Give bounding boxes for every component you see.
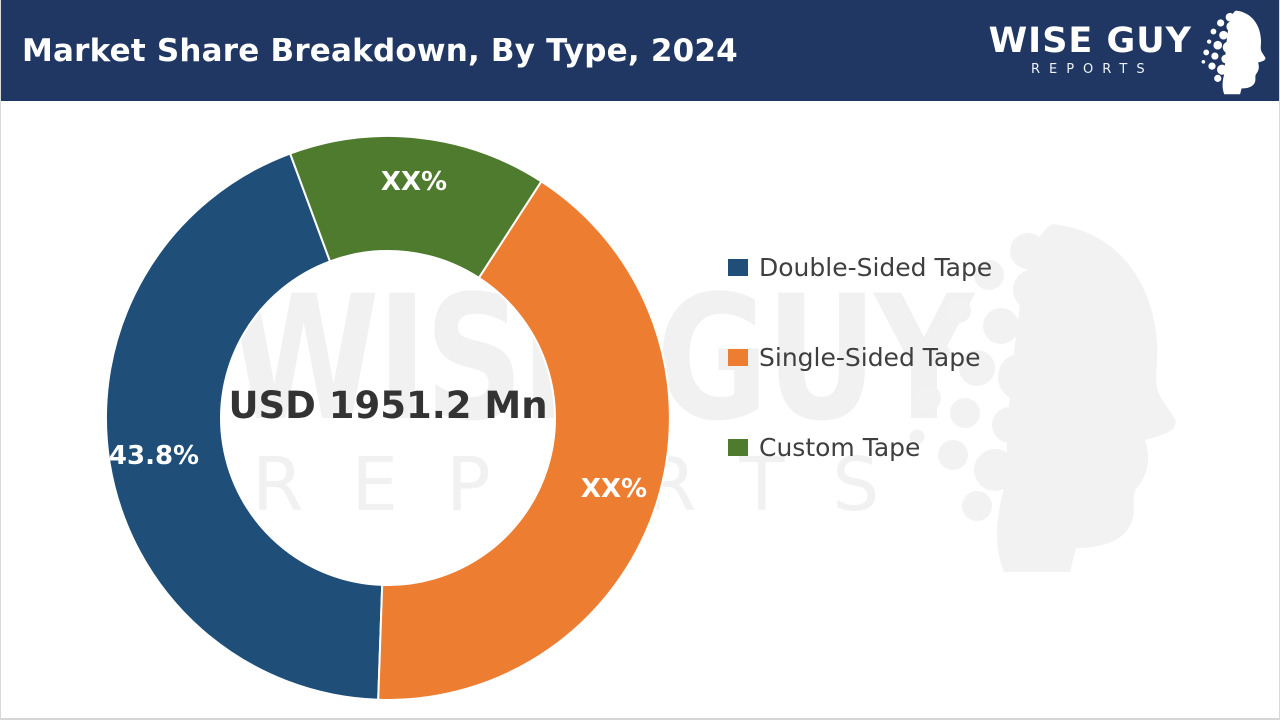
segment-label-custom-tape: XX%	[380, 167, 448, 197]
page-title: Market Share Breakdown, By Type, 2024	[22, 32, 738, 69]
wise-guy-logo: WISE GUY REPORTS	[989, 7, 1266, 95]
donut-center-value: USD 1951.2 Mn	[228, 384, 548, 427]
legend: Double-Sided Tape Single-Sided Tape Cust…	[728, 250, 992, 520]
legend-swatch-custom-tape	[728, 438, 748, 456]
donut-segment-double-sided-tape	[104, 152, 384, 701]
segment-label-double-sided-tape: 43.8%	[108, 441, 200, 471]
legend-item-double-sided-tape: Double-Sided Tape	[728, 250, 992, 284]
segment-label-single-sided-tape: XX%	[580, 474, 648, 504]
legend-swatch-double-sided-tape	[728, 258, 748, 276]
logo-wordmark: WISE GUY	[988, 21, 1192, 61]
legend-swatch-single-sided-tape	[728, 348, 748, 366]
donut-segment-single-sided-tape	[377, 180, 671, 701]
logo-text: WISE GUY REPORTS	[988, 21, 1192, 78]
legend-item-single-sided-tape: Single-Sided Tape	[728, 340, 992, 374]
logo-head-icon	[1201, 10, 1266, 94]
logo-subtitle: REPORTS	[1030, 62, 1154, 77]
legend-item-custom-tape: Custom Tape	[728, 430, 992, 464]
header-bar: Market Share Breakdown, By Type, 2024 WI…	[0, 0, 1280, 101]
